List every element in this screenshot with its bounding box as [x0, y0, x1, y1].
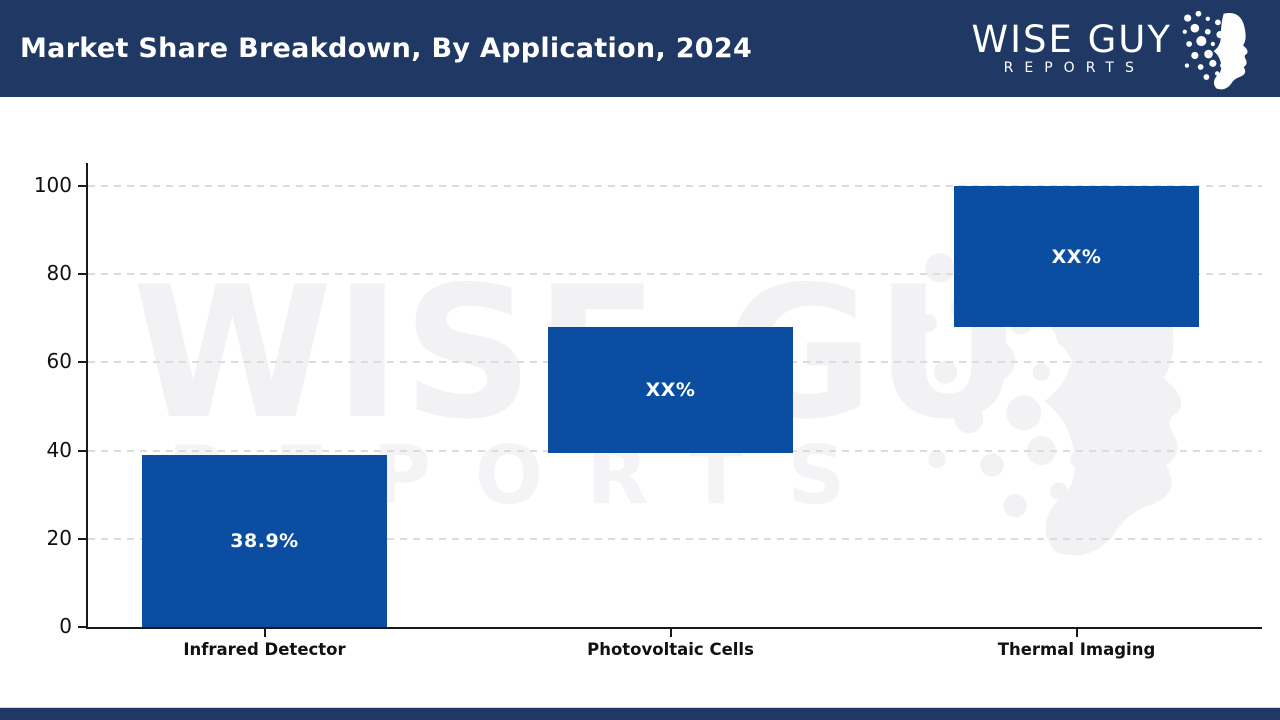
y-tick-label: 60 — [46, 349, 72, 374]
bar-segment: XX% — [954, 186, 1199, 328]
x-axis-line — [86, 627, 1262, 629]
y-gridline — [88, 185, 1262, 187]
y-tick-mark — [78, 361, 86, 364]
y-tick-label: 20 — [46, 525, 72, 550]
bar-value-label: XX% — [645, 378, 696, 401]
logo-text: WISE GUY REPORTS — [971, 17, 1172, 77]
x-tick-label: Infrared Detector — [183, 640, 346, 659]
bar-value-label: XX% — [1051, 245, 1102, 268]
y-tick-mark — [78, 273, 86, 276]
y-tick-label: 0 — [59, 614, 72, 638]
logo-subtitle: REPORTS — [1003, 60, 1145, 77]
y-axis-line — [86, 163, 88, 629]
y-tick-mark — [78, 449, 86, 452]
logo-face-icon — [1182, 10, 1248, 89]
x-tick-mark — [1075, 629, 1078, 637]
x-tick-mark — [263, 629, 266, 637]
y-gridline — [88, 273, 1262, 276]
y-tick-label: 100 — [33, 173, 72, 197]
bar-segment: XX% — [548, 327, 793, 453]
wise-guy-logo: WISE GUY REPORTS — [972, 8, 1254, 90]
x-tick-label: Photovoltaic Cells — [587, 640, 754, 659]
bar-segment: 38.9% — [142, 455, 387, 627]
y-tick-mark — [78, 626, 86, 628]
y-tick-label: 80 — [46, 261, 72, 286]
header-bar: Market Share Breakdown, By Application, … — [0, 0, 1280, 97]
x-tick-mark — [669, 629, 672, 637]
footer-bar — [0, 708, 1280, 720]
footer-divider — [0, 707, 1280, 708]
y-tick-label: 40 — [46, 437, 72, 462]
y-tick-mark — [78, 537, 86, 540]
y-gridline — [88, 537, 1262, 540]
page-title: Market Share Breakdown, By Application, … — [20, 33, 753, 64]
bar-value-label: 38.9% — [230, 530, 299, 553]
y-tick-mark — [78, 185, 86, 187]
x-tick-label: Thermal Imaging — [997, 640, 1156, 659]
logo-wordmark: WISE GUY — [971, 17, 1172, 61]
